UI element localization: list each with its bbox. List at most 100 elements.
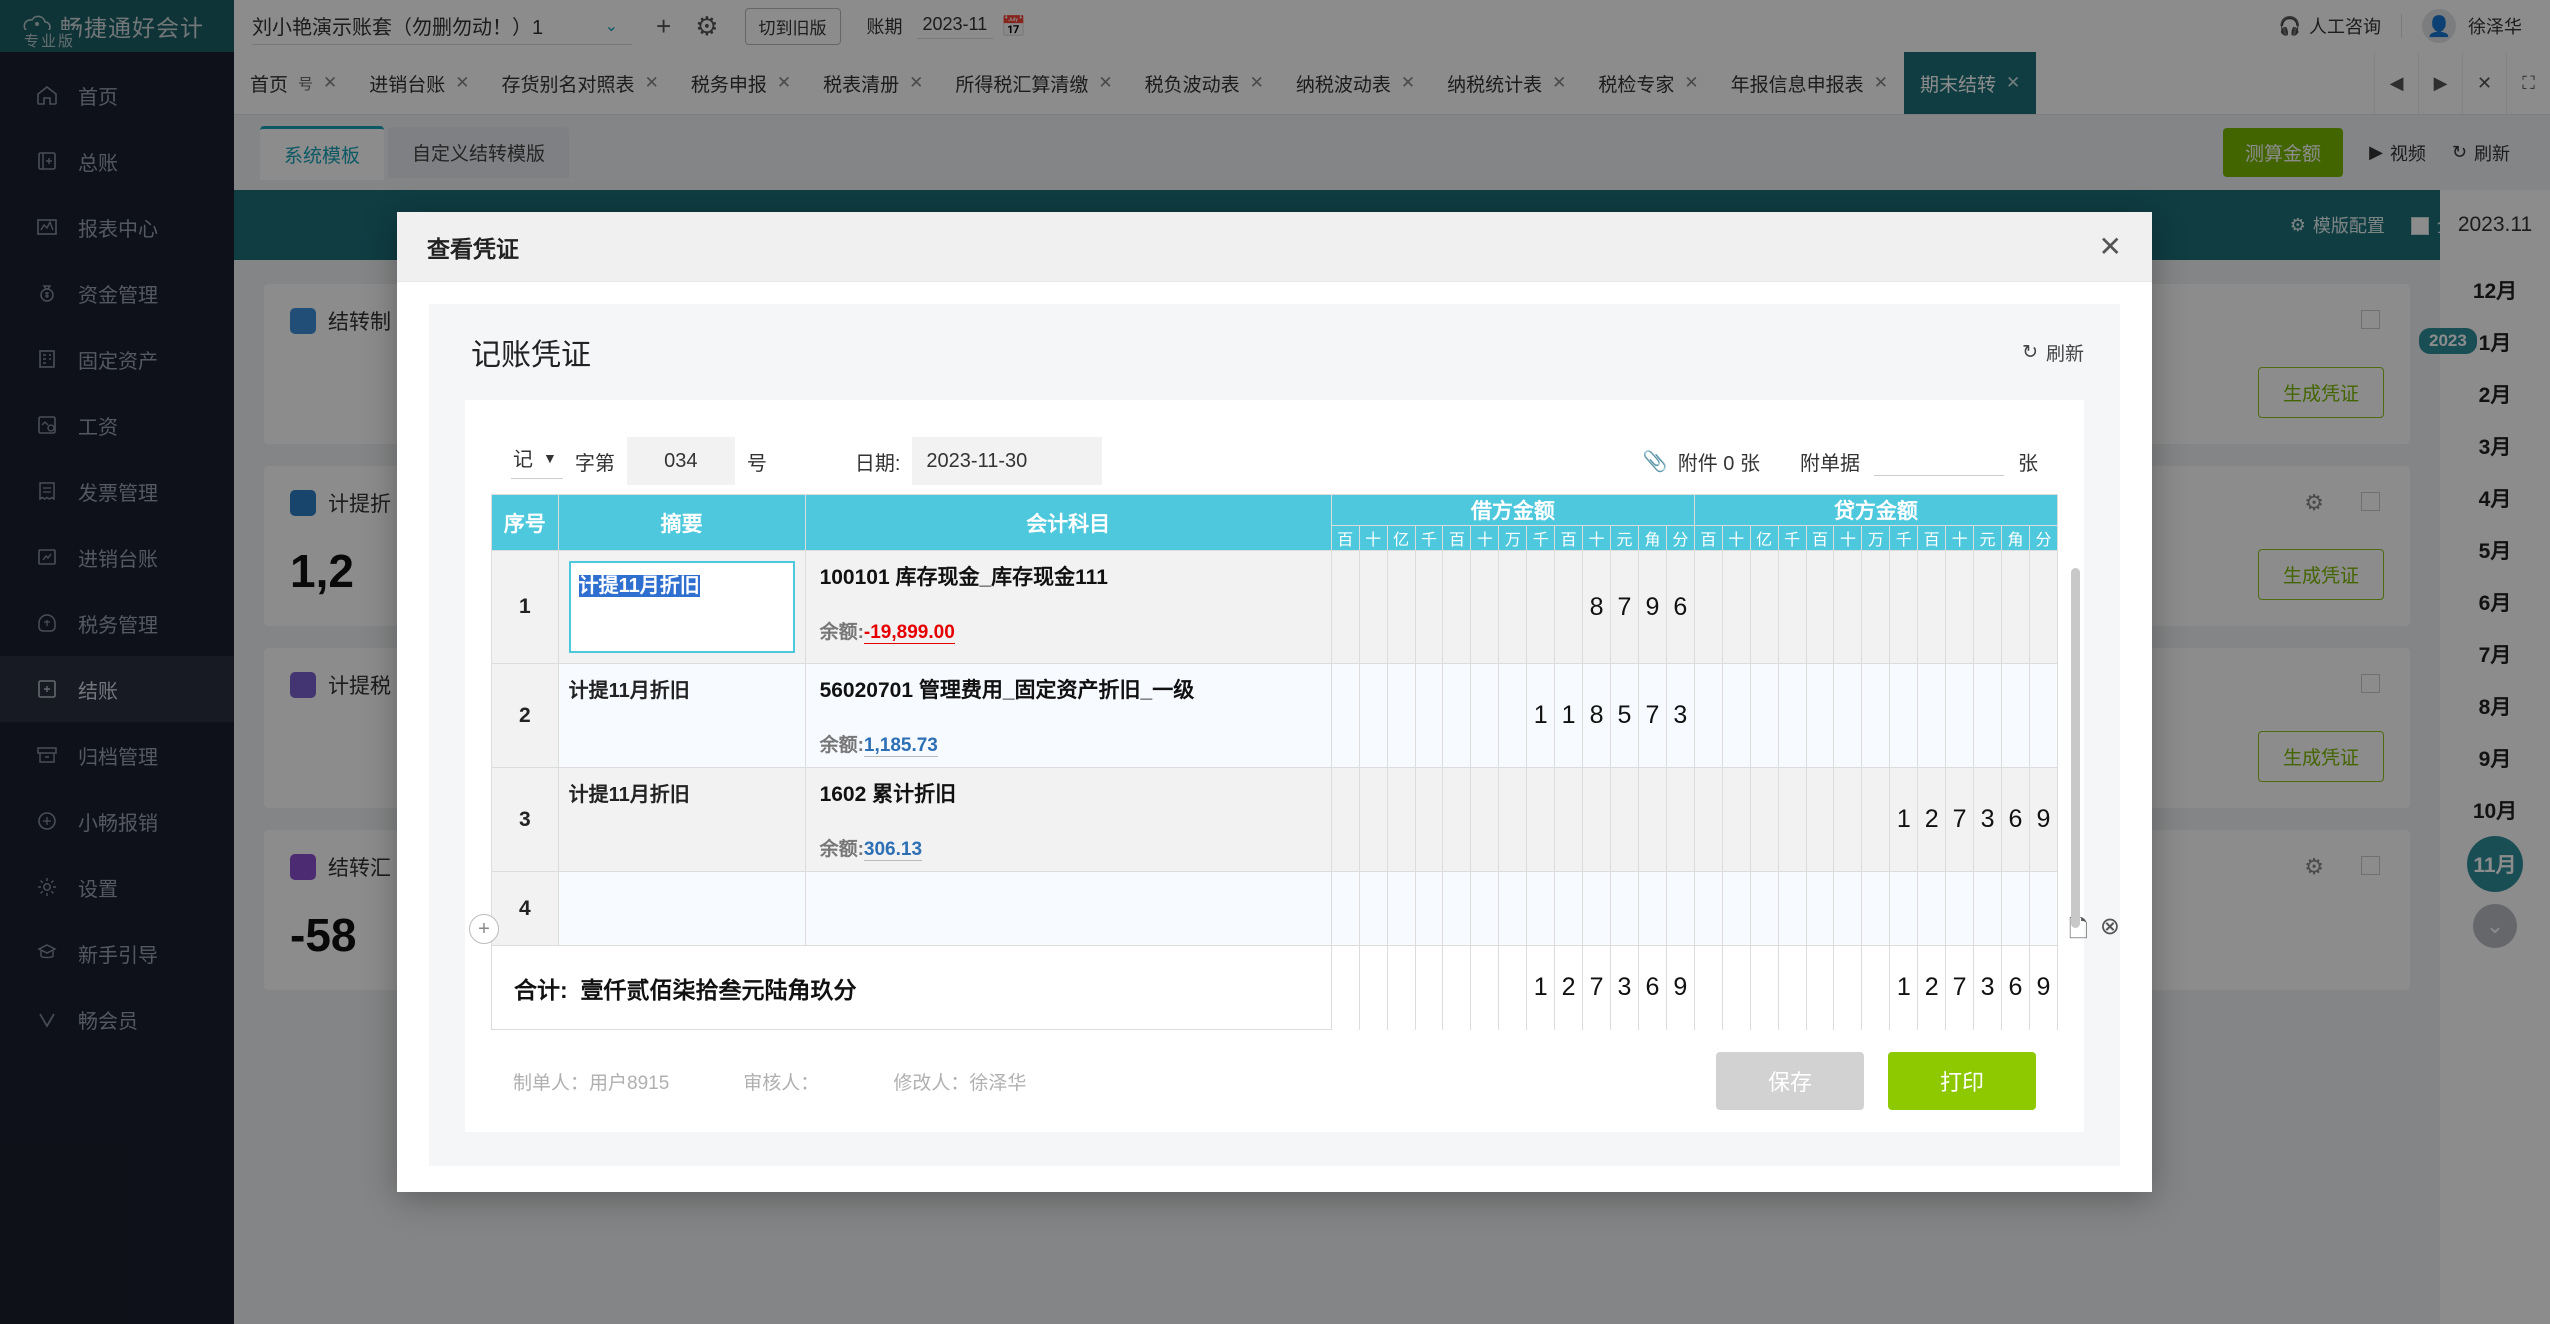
tab-close-icon[interactable]: ✕ (1249, 73, 1264, 92)
digit-credit-4[interactable] (1805, 767, 1835, 872)
digit-credit-2[interactable] (1749, 663, 1779, 768)
digit-credit-0[interactable] (1693, 767, 1723, 872)
tab-close-icon[interactable]: ✕ (1873, 73, 1888, 92)
digit-credit-11[interactable] (2001, 663, 2030, 768)
close-icon[interactable]: ✕ (2098, 230, 2122, 262)
digit-credit-6[interactable] (1861, 767, 1891, 872)
month-item-4月[interactable]: 4月 (2478, 488, 2512, 511)
digit-debit-7[interactable] (1526, 767, 1556, 872)
gear-icon[interactable]: ⚙ (2304, 854, 2324, 879)
digit-credit-3[interactable] (1777, 550, 1807, 664)
digit-debit-4[interactable] (1442, 550, 1472, 664)
digit-credit-10[interactable] (1973, 550, 2003, 664)
digit-credit-8[interactable] (1917, 550, 1947, 664)
sidebar-item-8[interactable]: 税务管理 (0, 590, 234, 656)
digit-debit-9[interactable]: 8 (1582, 663, 1612, 768)
tab-close-icon[interactable]: ✕ (1552, 73, 1567, 92)
sidebar-item-7[interactable]: 进销台账 (0, 524, 234, 590)
digit-debit-6[interactable] (1498, 550, 1528, 664)
tab-custom-template[interactable]: 自定义结转模版 (388, 127, 570, 178)
month-item-5月[interactable]: 5月 (2478, 540, 2512, 563)
tab-6[interactable]: 税负波动表 ✕ (1129, 52, 1280, 114)
digit-credit-6[interactable] (1861, 550, 1891, 664)
digit-debit-6[interactable] (1498, 871, 1528, 946)
attachment-link[interactable]: 📎 附件 0 张 (1643, 447, 1760, 476)
month-item-8月[interactable]: 8月 (2478, 696, 2512, 719)
tab-close-icon[interactable]: ✕ (323, 73, 338, 92)
digit-debit-2[interactable] (1386, 550, 1416, 664)
abstract-editor[interactable]: 计提11月折旧 (568, 561, 795, 653)
digit-debit-10[interactable] (1610, 871, 1639, 946)
month-item-9月[interactable]: 9月 (2478, 748, 2512, 771)
switch-old-version-button[interactable]: 切到旧版 (744, 7, 841, 45)
digit-credit-3[interactable] (1777, 663, 1807, 768)
digit-debit-4[interactable] (1442, 663, 1472, 768)
tab-close-icon[interactable]: ✕ (1684, 73, 1699, 92)
digit-debit-7[interactable] (1526, 550, 1556, 664)
row-abstract[interactable]: 计提11月折旧 (557, 550, 806, 664)
digit-debit-0[interactable] (1330, 550, 1360, 664)
account-set-selector[interactable]: 刘小艳演示账套（勿删勿动！）1 ⌄ (252, 7, 632, 45)
digit-debit-10[interactable] (1610, 767, 1639, 872)
sidebar-item-1[interactable]: 总账 (0, 128, 234, 194)
digit-credit-10[interactable] (1973, 663, 2003, 768)
tab-prev-button[interactable]: ◀ (2374, 52, 2418, 114)
digit-credit-6[interactable] (1861, 871, 1891, 946)
digit-debit-6[interactable] (1498, 663, 1528, 768)
voucher-row[interactable]: 1 计提11月折旧 100101 库存现金_库存现金111 余额:-19,899.00… (491, 550, 2059, 664)
digit-credit-2[interactable] (1749, 871, 1779, 946)
digit-credit-7[interactable] (1889, 871, 1919, 946)
tab-close-all-button[interactable]: ✕ (2462, 52, 2506, 114)
digit-debit-1[interactable] (1358, 871, 1388, 946)
row-subject[interactable]: 56020701 管理费用_固定资产折旧_一级 余额:1,185.73 (804, 663, 1332, 768)
digit-credit-12[interactable] (2028, 663, 2059, 768)
generate-voucher-button[interactable]: 生成凭证 (2257, 549, 2384, 600)
tab-2[interactable]: 存货别名对照表 ✕ (486, 52, 675, 114)
digit-credit-1[interactable] (1721, 663, 1751, 768)
generate-voucher-button[interactable]: 生成凭证 (2257, 731, 2384, 782)
tab-close-icon[interactable]: ✕ (644, 73, 659, 92)
digit-credit-5[interactable] (1833, 663, 1863, 768)
month-item-1月[interactable]: 1月 (2478, 332, 2512, 355)
gear-icon[interactable]: ⚙ (2304, 490, 2324, 515)
sidebar-item-2[interactable]: 报表中心 (0, 194, 234, 260)
digit-debit-5[interactable] (1470, 550, 1500, 664)
digit-debit-4[interactable] (1442, 767, 1472, 872)
tab-5[interactable]: 所得税汇算清缴 ✕ (939, 52, 1128, 114)
voucher-word-select[interactable]: 记 ▼ (511, 443, 563, 479)
sidebar-item-10[interactable]: 归档管理 (0, 722, 234, 788)
tab-3[interactable]: 税务申报 ✕ (675, 52, 807, 114)
plus-circle-icon[interactable]: + (469, 914, 499, 944)
digit-credit-8[interactable]: 2 (1917, 767, 1947, 872)
digit-debit-0[interactable] (1330, 871, 1360, 946)
voucher-no-input[interactable] (626, 437, 735, 485)
digit-credit-9[interactable] (1945, 550, 1975, 664)
tab-4[interactable]: 税表清册 ✕ (807, 52, 939, 114)
sidebar-item-13[interactable]: 新手引导 (0, 920, 234, 986)
digit-debit-12[interactable] (1665, 767, 1695, 872)
sidebar-item-6[interactable]: 发票管理 (0, 458, 234, 524)
month-item-2月[interactable]: 2月 (2478, 384, 2512, 407)
digit-credit-7[interactable]: 1 (1889, 767, 1919, 872)
card-checkbox[interactable] (2361, 856, 2380, 875)
digit-debit-3[interactable] (1414, 550, 1444, 664)
table-scrollbar[interactable] (2071, 568, 2080, 928)
period-value[interactable]: 2023-11 (916, 14, 994, 39)
row-subject[interactable] (804, 871, 1332, 946)
card-checkbox[interactable] (2361, 492, 2380, 511)
sidebar-item-5[interactable]: 工资 (0, 392, 234, 458)
voucher-row[interactable]: 3 计提11月折旧 1602 累计折旧 余额:306.13 1 2 7 3 6 9 (491, 767, 2059, 872)
digit-debit-11[interactable]: 9 (1637, 550, 1667, 664)
digit-credit-7[interactable] (1889, 550, 1919, 664)
voucher-row[interactable]: 2 计提11月折旧 56020701 管理费用_固定资产折旧_一级 余额:1,185.… (491, 663, 2059, 768)
sidebar-item-12[interactable]: 设置 (0, 854, 234, 920)
digit-debit-1[interactable] (1358, 550, 1388, 664)
digit-debit-8[interactable] (1554, 871, 1584, 946)
sidebar-item-4[interactable]: 固定资产 (0, 326, 234, 392)
gear-icon[interactable]: ⚙ (695, 11, 719, 41)
delete-circle-icon[interactable]: ⊗ (2099, 913, 2120, 940)
digit-debit-4[interactable] (1442, 871, 1472, 946)
tab-close-icon[interactable]: ✕ (2005, 73, 2021, 92)
tab-9[interactable]: 税检专家 ✕ (1582, 52, 1714, 114)
voucher-date-input[interactable] (912, 437, 1103, 485)
